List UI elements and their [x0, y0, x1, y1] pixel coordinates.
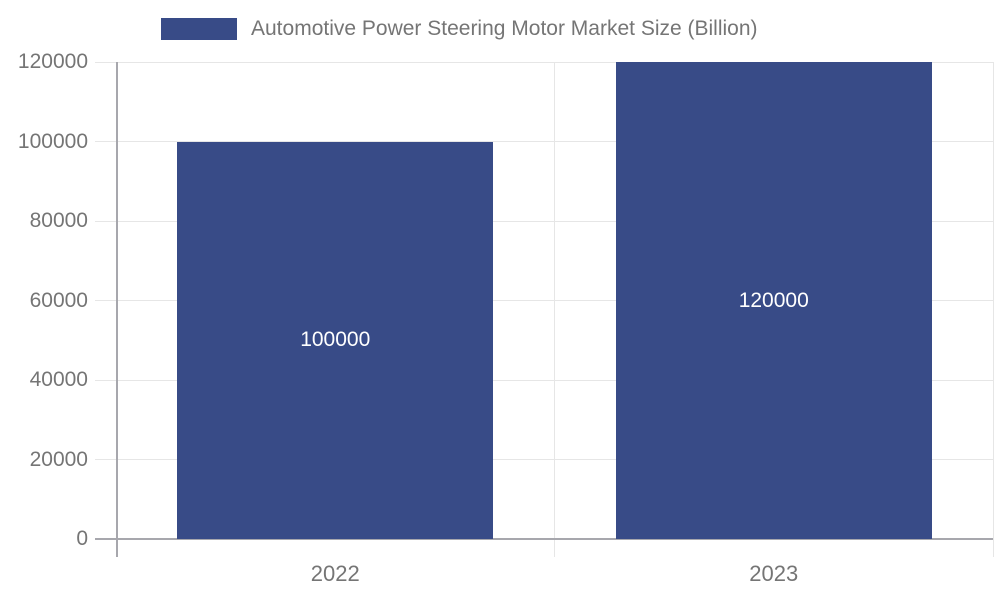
gridline-x-boundary [554, 62, 555, 557]
gridline-x-boundary [992, 62, 994, 557]
y-tick-label: 40000 [29, 368, 88, 391]
bar-2022[interactable]: 100000 [177, 141, 494, 539]
plot-area: 100000 120000 [95, 61, 994, 557]
bar-value-label: 120000 [738, 288, 809, 312]
gridline-y-120000 [95, 61, 993, 63]
bar-value-label: 100000 [300, 328, 371, 352]
y-tick-label: 60000 [29, 288, 88, 312]
gridline-y-20000 [95, 459, 993, 460]
gridline-y-80000 [95, 220, 993, 222]
bar-2023[interactable]: 120000 [615, 62, 932, 539]
y-tick-label: 120000 [17, 50, 88, 73]
gridline-y-60000 [95, 300, 993, 301]
y-tick-label: 20000 [29, 447, 88, 471]
y-axis-tick-labels: 0 20000 40000 60000 80000 100000 120000 [0, 50, 88, 550]
x-tick-label-2022: 2022 [310, 561, 360, 586]
gridline-y-40000 [95, 379, 993, 381]
x-tick-label-2023: 2023 [749, 561, 799, 586]
legend-swatch[interactable] [161, 18, 237, 40]
y-tick-label: 80000 [29, 209, 88, 232]
legend-label: Automotive Power Steering Motor Market S… [251, 17, 758, 40]
gridline-y-100000 [95, 141, 993, 142]
y-tick-label: 100000 [17, 129, 88, 153]
x-axis-line [95, 538, 993, 540]
y-tick-label: 0 [76, 527, 88, 550]
y-axis-line [116, 62, 118, 557]
legend[interactable]: Automotive Power Steering Motor Market S… [161, 17, 758, 41]
